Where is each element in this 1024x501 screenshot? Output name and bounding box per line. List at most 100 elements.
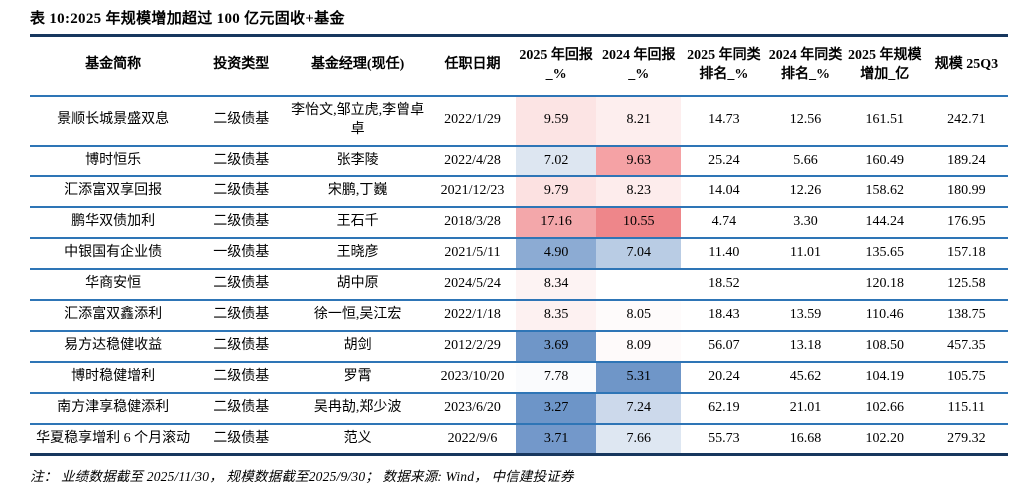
cell-ret2025: 17.16 <box>516 207 597 239</box>
cell-type: 二级债基 <box>213 368 270 384</box>
cell-date: 2022/9/6 <box>447 430 498 446</box>
cell-rank2025: 18.43 <box>708 307 740 323</box>
cell-name: 汇添富双享回报 <box>64 183 163 199</box>
cell-ret2025: 4.90 <box>516 238 597 270</box>
cell-scale: 125.58 <box>947 276 986 292</box>
cell-date: 2023/10/20 <box>440 368 505 384</box>
cell-scale_inc: 160.49 <box>865 152 904 168</box>
table-row: 景顺长城景盛双息 二级债基 李怡文,邹立虎,李曾卓卓 2022/1/29 9.59 8.2… <box>30 95 1008 146</box>
cell-date: 2012/2/29 <box>444 337 501 353</box>
table-body: 景顺长城景盛双息 二级债基 李怡文,邹立虎,李曾卓卓 2022/1/29 9.59 8.2… <box>30 95 1008 455</box>
cell-ret2025: 7.02 <box>516 145 597 177</box>
cell-manager: 徐一恒,吴江宏 <box>313 307 402 323</box>
cell-ret2025: 9.79 <box>516 176 597 208</box>
cell-rank2024: 3.30 <box>793 214 818 230</box>
cell-date: 2024/5/24 <box>444 276 501 292</box>
cell-rank2025: 56.07 <box>708 337 740 353</box>
cell-scale: 176.95 <box>947 214 986 230</box>
table-row: 南方津享稳健添利 二级债基 吴冉劼,郑少波 2023/6/20 3.27 7.24 62.1… <box>30 392 1008 424</box>
table-row: 华夏稳享增利 6 个月滚动 二级债基 范义 2022/9/6 3.71 7.66 55.73… <box>30 423 1008 455</box>
cell-rank2024: 11.01 <box>790 245 821 261</box>
cell-manager: 吴冉劼,郑少波 <box>313 399 402 415</box>
header-cell-rank2024: 2024 年同类排名_% <box>768 48 843 82</box>
table-row: 汇添富双鑫添利 二级债基 徐一恒,吴江宏 2022/1/18 8.35 8.05 18.43… <box>30 300 1008 331</box>
cell-type: 二级债基 <box>213 337 270 353</box>
cell-ret2024: 9.63 <box>596 145 682 177</box>
cell-manager: 王晓彦 <box>336 245 379 261</box>
cell-type: 二级债基 <box>213 214 270 230</box>
cell-rank2025: 4.74 <box>711 214 737 230</box>
cell-rank2025: 18.52 <box>708 276 740 292</box>
cell-name: 博时稳健增利 <box>71 368 156 384</box>
cell-scale: 180.99 <box>947 183 986 199</box>
cell-type: 二级债基 <box>213 430 270 446</box>
table-header-row: 基金简称 投资类型 基金经理(现任) 任职日期 2025 年回报_% 2024 年回报_%… <box>30 36 1008 96</box>
header-cell-date: 任职日期 <box>444 57 501 73</box>
cell-scale: 279.32 <box>947 430 986 446</box>
cell-type: 二级债基 <box>213 183 270 199</box>
table-row: 博时恒乐 二级债基 张李陵 2022/4/28 7.02 9.63 25.24 5.66 160… <box>30 145 1008 177</box>
cell-ret2024: 7.24 <box>596 392 682 424</box>
cell-rank2025: 20.24 <box>708 368 740 384</box>
report-page: 表 10:2025 年规模增加超过 100 亿元固收+基金 基金简称 投资类型 基金… <box>30 11 1008 485</box>
cell-date: 2021/12/23 <box>440 183 505 199</box>
cell-manager: 王石千 <box>336 214 379 230</box>
table-row: 鹏华双债加利 二级债基 王石千 2018/3/28 17.16 10.55 4.74 3.30… <box>30 207 1008 239</box>
header-cell-rank2025: 2025 年同类排名_% <box>687 48 761 82</box>
cell-type: 二级债基 <box>213 399 270 415</box>
header-cell-name: 基金简称 <box>85 57 142 73</box>
cell-scale: 138.75 <box>947 307 986 323</box>
cell-rank2024: 12.56 <box>789 112 822 128</box>
cell-ret2025: 3.27 <box>516 392 597 424</box>
cell-ret2024: 10.55 <box>596 207 682 239</box>
cell-name: 汇添富双鑫添利 <box>64 307 163 323</box>
cell-scale_inc: 102.66 <box>865 399 904 415</box>
cell-rank2024: 13.18 <box>789 337 822 353</box>
cell-name: 华夏稳享增利 6 个月滚动 <box>36 430 191 446</box>
cell-type: 二级债基 <box>213 152 270 168</box>
cell-ret2024: 8.21 <box>596 95 682 146</box>
cell-rank2024: 16.68 <box>789 430 822 446</box>
cell-date: 2022/1/29 <box>444 112 501 128</box>
cell-scale_inc: 108.50 <box>865 337 904 353</box>
cell-rank2024: 21.01 <box>789 399 822 415</box>
cell-rank2025: 25.24 <box>708 152 740 168</box>
cell-ret2025: 8.34 <box>516 269 597 301</box>
header-cell-manager: 基金经理(现任) <box>310 57 405 73</box>
header-cell-scale: 规模 25Q3 <box>934 57 999 73</box>
cell-scale_inc: 102.20 <box>865 430 904 446</box>
cell-ret2025: 3.71 <box>516 423 597 455</box>
cell-rank2025: 11.40 <box>708 245 740 261</box>
cell-name: 博时恒乐 <box>85 152 142 168</box>
table-head: 基金简称 投资类型 基金经理(现任) 任职日期 2025 年回报_% 2024 年回报_%… <box>30 36 1008 96</box>
cell-scale: 457.35 <box>947 337 986 353</box>
cell-scale_inc: 144.24 <box>865 214 904 230</box>
table-row: 博时稳健增利 二级债基 罗霄 2023/10/20 7.78 5.31 20.24 45.62… <box>30 361 1008 393</box>
cell-scale: 242.71 <box>947 112 986 128</box>
cell-scale_inc: 120.18 <box>865 276 904 292</box>
cell-scale_inc: 158.62 <box>865 183 904 199</box>
cell-ret2024: 5.31 <box>596 361 682 393</box>
cell-ret2024: 8.23 <box>596 176 682 208</box>
cell-ret2025: 9.59 <box>516 95 597 146</box>
cell-rank2025: 55.73 <box>708 430 740 446</box>
cell-name: 南方津享稳健添利 <box>57 399 170 415</box>
cell-manager: 罗霄 <box>343 368 372 384</box>
cell-ret2024: 7.66 <box>596 423 682 455</box>
table-title: 表 10:2025 年规模增加超过 100 亿元固收+基金 <box>30 11 345 27</box>
header-cell-ret2024: 2024 年回报_% <box>602 48 676 82</box>
header-cell-scale_inc: 2025 年规模增加_亿 <box>847 48 922 82</box>
cell-scale_inc: 104.19 <box>865 368 904 384</box>
cell-scale: 115.11 <box>947 399 986 415</box>
table-row: 中银国有企业债 一级债基 王晓彦 2021/5/11 4.90 7.04 11.40 11.0… <box>30 238 1008 270</box>
cell-manager: 宋鹏,丁巍 <box>327 183 388 199</box>
cell-ret2024: 7.04 <box>596 238 682 270</box>
header-cell-ret2025: 2025 年回报_% <box>519 48 593 82</box>
cell-ret2024 <box>596 269 681 300</box>
cell-ret2024: 8.05 <box>596 300 682 331</box>
cell-name: 鹏华双债加利 <box>71 214 156 230</box>
table-footnote: 注： 业绩数据截至 2025/11/30， 规模数据截至2025/9/30； 数… <box>30 469 574 485</box>
cell-rank2024 <box>766 269 844 300</box>
cell-type: 二级债基 <box>213 112 270 128</box>
cell-date: 2021/5/11 <box>444 245 501 261</box>
